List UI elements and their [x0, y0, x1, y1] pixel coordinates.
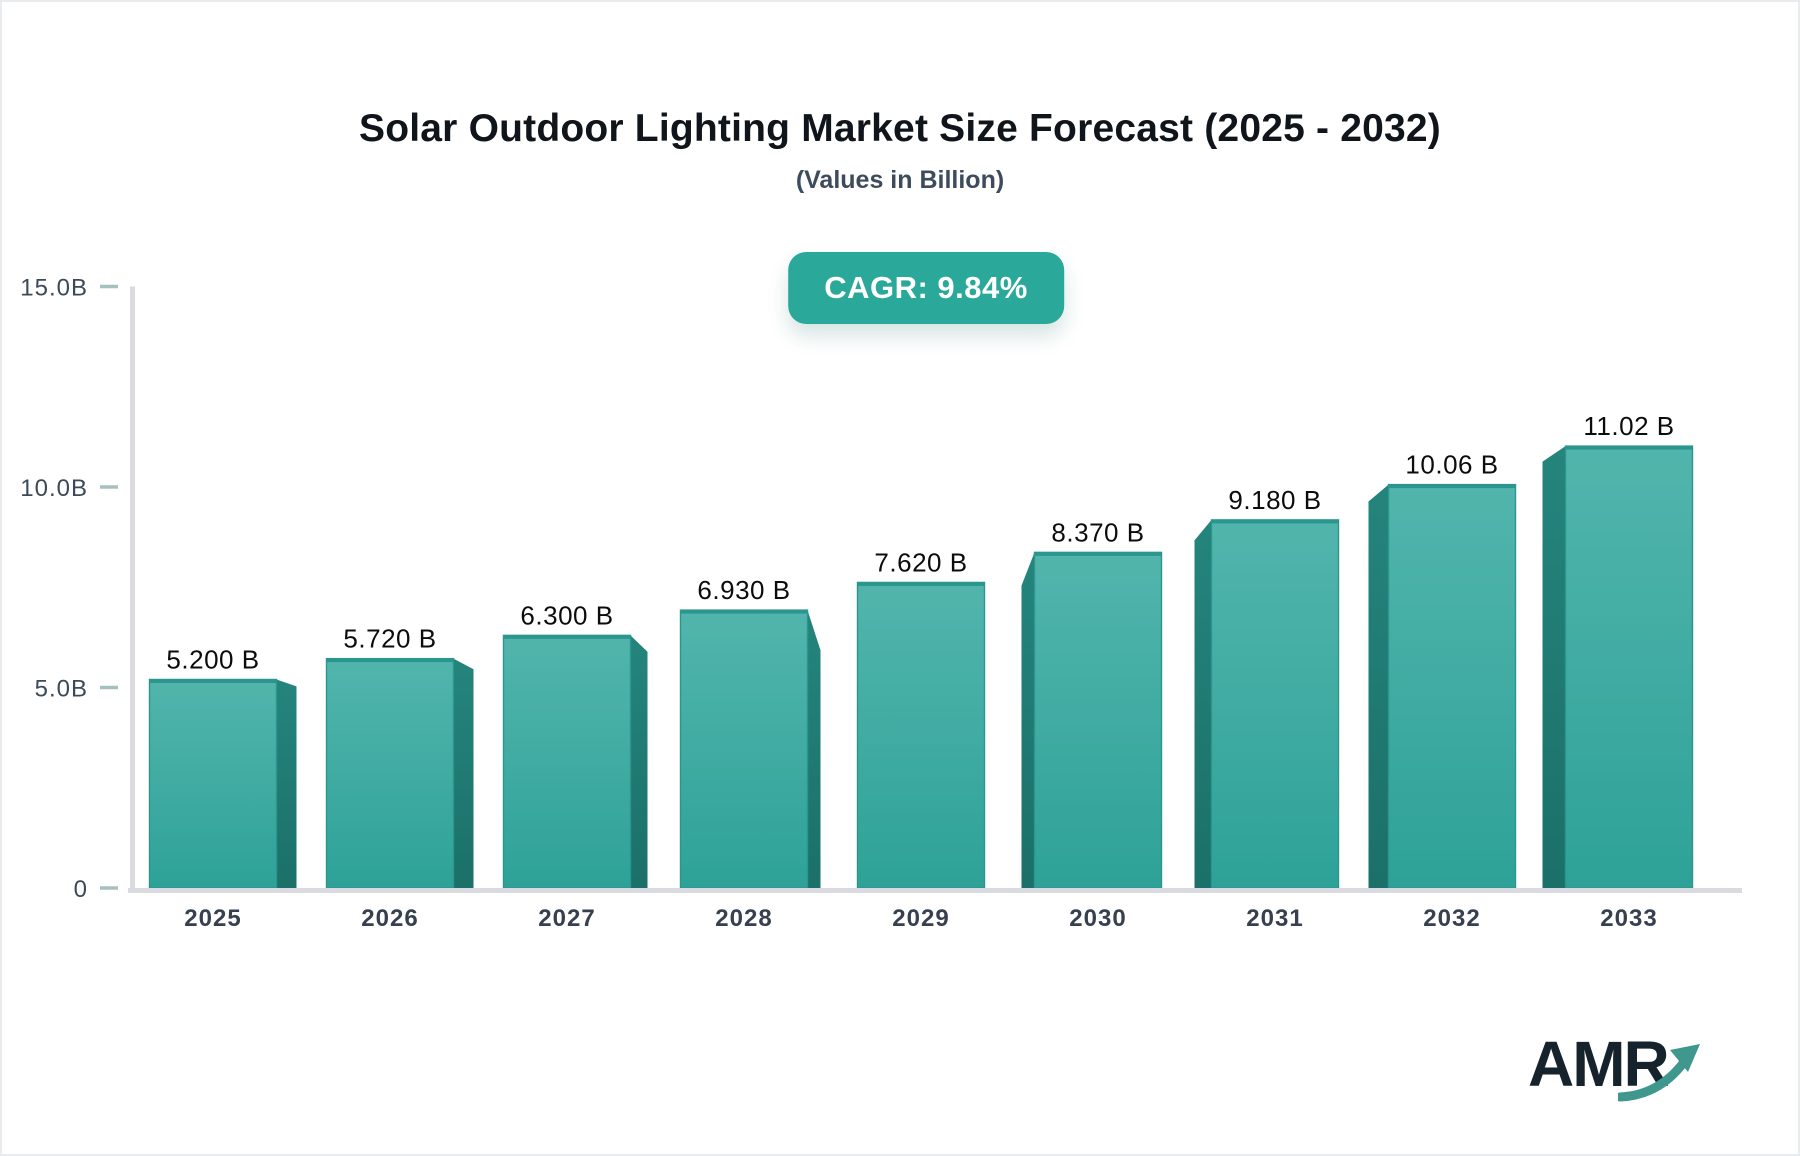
x-axis-label: 2027	[538, 905, 595, 932]
bar-value-label: 7.620 B	[874, 547, 967, 577]
bar-top-edge	[149, 679, 277, 683]
bar-side-face	[453, 658, 474, 889]
bar-side-face	[1542, 446, 1566, 889]
growth-arrow-icon	[1618, 1044, 1700, 1102]
x-axis-label: 2032	[1423, 905, 1480, 932]
y-axis-tick-label: 10.0B	[20, 475, 88, 502]
bar-top-edge	[1211, 519, 1339, 524]
x-axis-label: 2030	[1069, 905, 1126, 932]
bar-top-edge	[680, 610, 808, 614]
x-axis-label: 2028	[715, 905, 772, 932]
bar-top-edge	[1388, 484, 1516, 489]
x-axis-label: 2025	[184, 905, 241, 932]
bar-top-edge	[326, 658, 454, 663]
bar-top-edge	[503, 635, 631, 639]
bar	[679, 609, 809, 889]
bar	[148, 678, 278, 889]
bar	[325, 657, 455, 889]
x-axis-label: 2033	[1600, 905, 1657, 932]
bar-value-label: 11.02 B	[1583, 411, 1674, 441]
bar-value-label: 6.300 B	[520, 600, 613, 630]
bar-value-label: 9.180 B	[1228, 485, 1321, 515]
bar-value-label: 6.930 B	[697, 575, 790, 605]
bar-side-face	[1021, 552, 1035, 889]
bar	[1033, 551, 1163, 889]
bar-value-label: 10.06 B	[1405, 450, 1498, 480]
y-axis-tick-label: 5.0B	[35, 676, 88, 703]
bar-top-edge	[1565, 446, 1693, 450]
chart-title: Solar Outdoor Lighting Market Size Forec…	[359, 107, 1441, 150]
bar	[856, 581, 986, 889]
bar-side-face	[276, 679, 297, 889]
cagr-badge: CAGR: 9.84%	[788, 252, 1064, 324]
y-axis-tick-label: 0	[74, 876, 88, 903]
bar-side-face	[1368, 484, 1389, 889]
bar	[1564, 445, 1694, 889]
x-axis-label: 2031	[1246, 905, 1303, 932]
bar-side-face	[630, 635, 648, 889]
bar-top-edge	[1034, 552, 1162, 556]
bar-side-face	[1194, 519, 1212, 889]
bar-value-label: 8.370 B	[1051, 517, 1144, 547]
x-axis-label: 2026	[361, 905, 418, 932]
bar-value-label: 5.200 B	[166, 644, 259, 674]
chart-subtitle: (Values in Billion)	[795, 166, 1005, 194]
amr-logo: AMR	[1528, 1022, 1718, 1112]
bar	[502, 634, 632, 889]
bar-top-edge	[857, 582, 985, 586]
bar	[1210, 519, 1340, 889]
bar-side-face	[807, 610, 821, 889]
y-axis-tick-label: 15.0B	[20, 275, 88, 302]
x-axis-label: 2029	[892, 905, 949, 932]
bar-value-label: 5.720 B	[343, 624, 436, 654]
bar	[1387, 483, 1517, 889]
